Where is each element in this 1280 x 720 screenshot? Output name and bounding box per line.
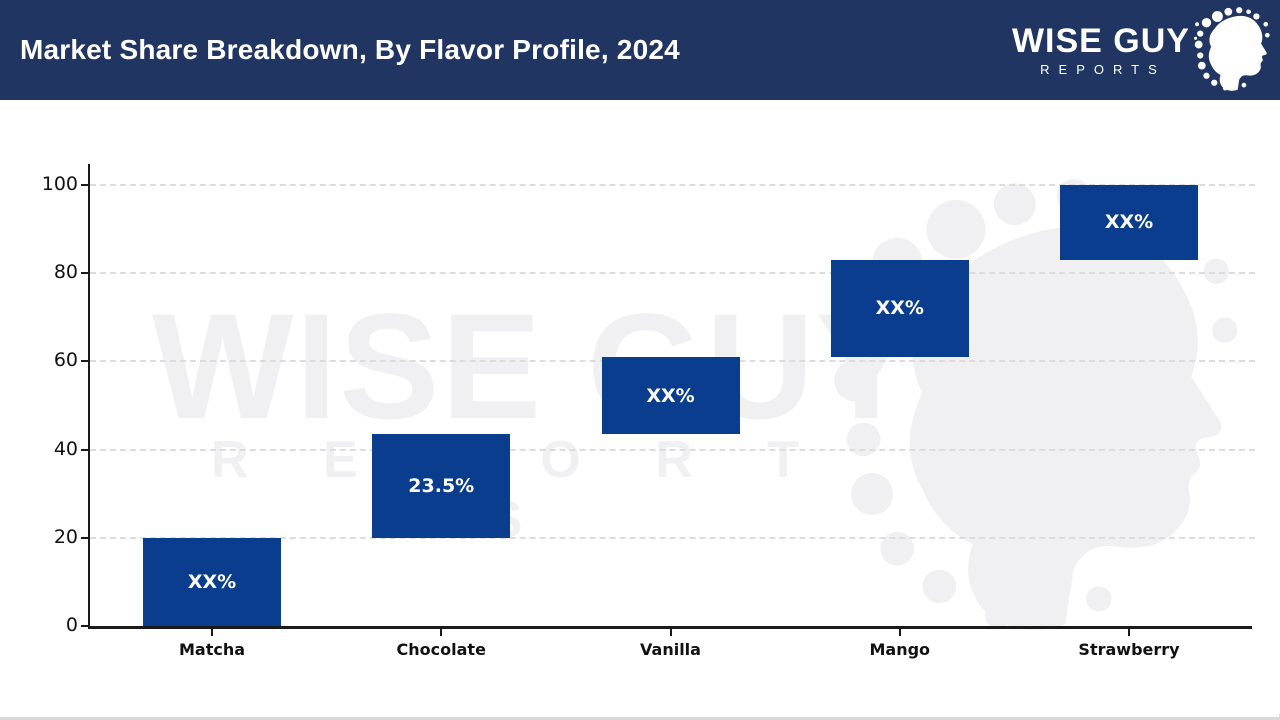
- logo-wordmark: WISE GUY REPORTS: [1012, 24, 1190, 77]
- y-tick-label: 60: [53, 349, 78, 372]
- grid-line: [90, 272, 1255, 275]
- bar-value-label: XX%: [646, 384, 695, 407]
- footer-divider: [0, 717, 1280, 720]
- x-category-label: Mango: [869, 640, 931, 659]
- y-tick-mark: [81, 360, 90, 363]
- grid-line: [90, 448, 1255, 451]
- y-tick-label: 100: [41, 173, 78, 195]
- y-axis-line: [88, 164, 90, 628]
- grid-line: [90, 184, 1255, 186]
- y-tick-label: 20: [53, 525, 78, 548]
- x-tick-mark: [1128, 628, 1130, 636]
- logo-subtext: REPORTS: [1040, 61, 1166, 77]
- x-axis-line: [88, 626, 1252, 629]
- wise-guy-logo: WISE GUY REPORTS: [1012, 6, 1272, 94]
- x-category-label: Vanilla: [640, 640, 701, 659]
- bar-value-label: XX%: [1104, 211, 1154, 234]
- y-tick-mark: [81, 448, 90, 451]
- y-tick-mark: [81, 184, 90, 186]
- chart-area: WISE GUY R E P O R T S 0 20 40 60 80 100 XX% Ma…: [0, 100, 1280, 714]
- waterfall-bar: XX%: [143, 537, 281, 626]
- x-tick-mark: [898, 628, 901, 636]
- y-tick-mark: [81, 625, 90, 627]
- logo-word: WISE GUY: [1011, 21, 1190, 60]
- y-tick-mark: [81, 536, 90, 539]
- bar-value-label: 23.5%: [408, 474, 475, 497]
- y-tick-mark: [81, 272, 90, 275]
- x-tick-mark: [440, 628, 443, 636]
- y-tick-label: 40: [53, 437, 78, 460]
- waterfall-bar: 23.5%: [372, 434, 511, 538]
- watermark-wordmark: WISE GUY: [151, 282, 919, 450]
- header-banner: Market Share Breakdown, By Flavor Profil…: [0, 0, 1280, 100]
- x-category-label: Matcha: [178, 640, 246, 659]
- grid-line: [90, 536, 1255, 539]
- x-category-label: Strawberry: [1078, 640, 1180, 659]
- y-tick-label: 80: [53, 261, 78, 284]
- y-tick-label: 0: [65, 614, 78, 636]
- x-tick-mark: [669, 628, 672, 636]
- page-title: Market Share Breakdown, By Flavor Profil…: [20, 34, 680, 65]
- waterfall-bar: XX%: [1060, 185, 1198, 260]
- waterfall-bar: XX%: [601, 356, 740, 435]
- bar-value-label: XX%: [875, 297, 924, 320]
- bar-value-label: XX%: [187, 570, 237, 593]
- waterfall-bar: XX%: [830, 259, 969, 357]
- x-tick-mark: [211, 628, 213, 636]
- x-category-label: Chocolate: [396, 640, 486, 659]
